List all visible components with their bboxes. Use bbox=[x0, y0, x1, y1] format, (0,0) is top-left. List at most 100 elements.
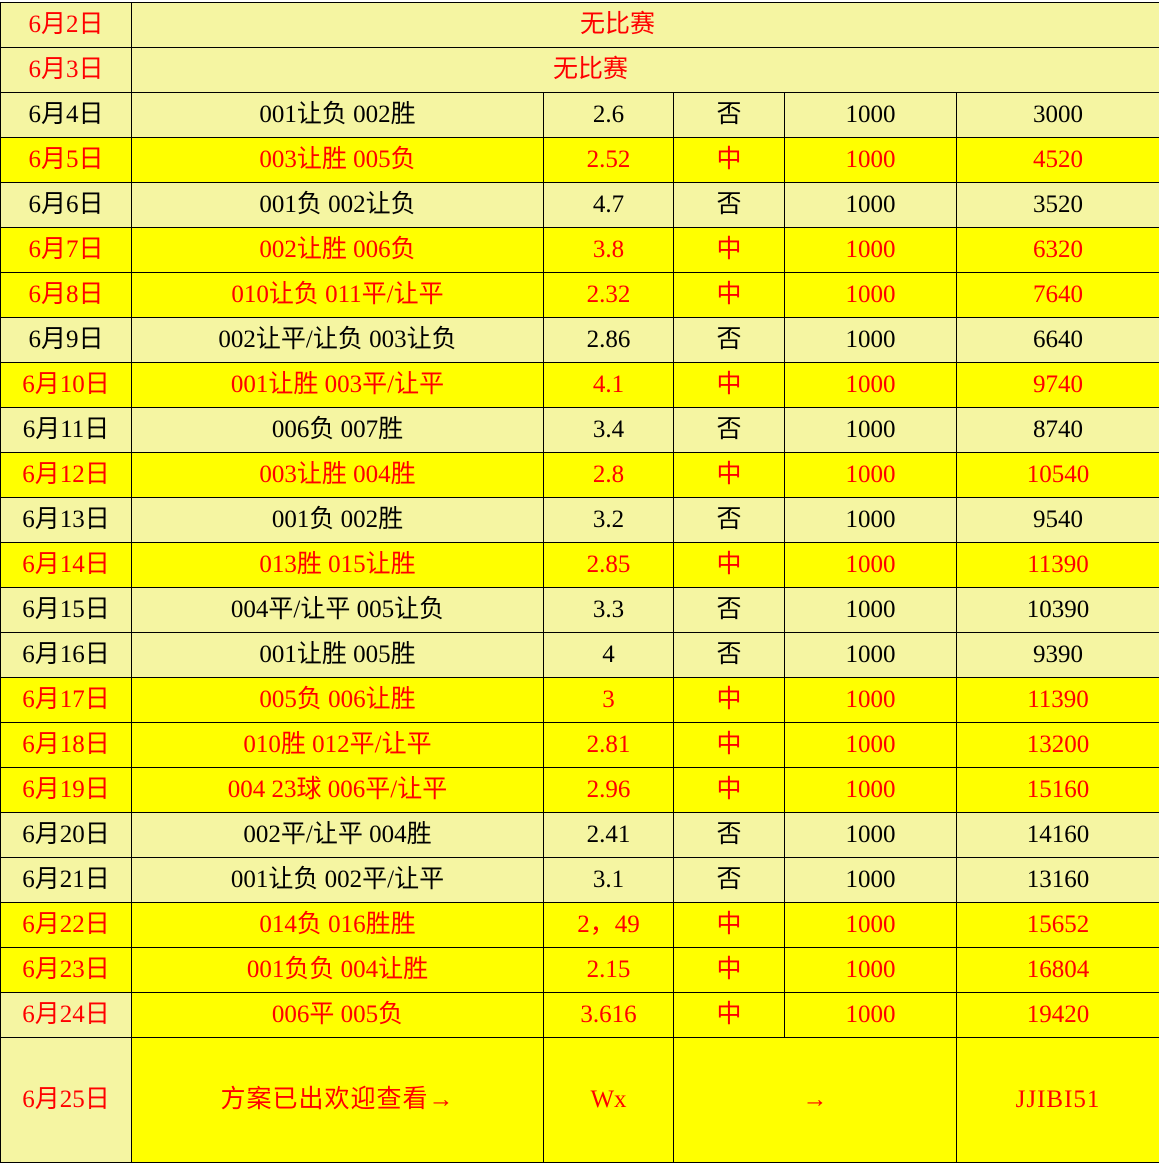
cell-hit: 中 bbox=[674, 273, 785, 318]
cell-date: 6月2日 bbox=[1, 3, 132, 48]
cell-total: 8740 bbox=[957, 408, 1159, 453]
cell-hit: 否 bbox=[674, 408, 785, 453]
cell-stake: 1000 bbox=[785, 408, 957, 453]
cell-hit: 中 bbox=[674, 768, 785, 813]
promo-wx-id[interactable]: JJIBI51 bbox=[957, 1038, 1159, 1163]
cell-total: 9390 bbox=[957, 633, 1159, 678]
cell-odds: 3.2 bbox=[544, 498, 674, 543]
cell-stake: 1000 bbox=[785, 318, 957, 363]
cell-match: 002让胜 006负 bbox=[132, 228, 544, 273]
cell-hit: 中 bbox=[674, 903, 785, 948]
cell-hit: 中 bbox=[674, 453, 785, 498]
cell-hit: 中 bbox=[674, 228, 785, 273]
cell-hit: 中 bbox=[674, 723, 785, 768]
cell-match: 001让负 002胜 bbox=[132, 93, 544, 138]
cell-date: 6月6日 bbox=[1, 183, 132, 228]
cell-match: 003让胜 004胜 bbox=[132, 453, 544, 498]
cell-hit: 中 bbox=[674, 543, 785, 588]
cell-odds: 3.1 bbox=[544, 858, 674, 903]
cell-odds: 2，49 bbox=[544, 903, 674, 948]
cell-odds: 2.52 bbox=[544, 138, 674, 183]
cell-hit: 否 bbox=[674, 588, 785, 633]
cell-odds: 2.81 bbox=[544, 723, 674, 768]
promo-slogan[interactable]: 方案已出欢迎查看→ bbox=[132, 1038, 544, 1163]
cell-date: 6月11日 bbox=[1, 408, 132, 453]
cell-total: 11390 bbox=[957, 543, 1159, 588]
cell-match: 010胜 012平/让平 bbox=[132, 723, 544, 768]
cell-odds: 2.6 bbox=[544, 93, 674, 138]
cell-date: 6月20日 bbox=[1, 813, 132, 858]
cell-hit: 中 bbox=[674, 678, 785, 723]
cell-match: 005负 006让胜 bbox=[132, 678, 544, 723]
promo-wx-label: Wx bbox=[544, 1038, 674, 1163]
cell-date: 6月8日 bbox=[1, 273, 132, 318]
cell-date: 6月7日 bbox=[1, 228, 132, 273]
cell-stake: 1000 bbox=[785, 903, 957, 948]
cell-total: 13200 bbox=[957, 723, 1159, 768]
cell-total: 3000 bbox=[957, 93, 1159, 138]
cell-no-match: 无比赛 bbox=[132, 48, 1159, 93]
cell-odds: 2.96 bbox=[544, 768, 674, 813]
cell-odds: 4.7 bbox=[544, 183, 674, 228]
cell-stake: 1000 bbox=[785, 363, 957, 408]
cell-date: 6月9日 bbox=[1, 318, 132, 363]
cell-match: 006负 007胜 bbox=[132, 408, 544, 453]
cell-hit: 否 bbox=[674, 93, 785, 138]
cell-stake: 1000 bbox=[785, 678, 957, 723]
cell-total: 13160 bbox=[957, 858, 1159, 903]
cell-date: 6月19日 bbox=[1, 768, 132, 813]
cell-odds: 2.86 bbox=[544, 318, 674, 363]
cell-total: 10390 bbox=[957, 588, 1159, 633]
cell-stake: 1000 bbox=[785, 723, 957, 768]
cell-stake: 1000 bbox=[785, 858, 957, 903]
cell-stake: 1000 bbox=[785, 273, 957, 318]
cell-match: 010让负 011平/让平 bbox=[132, 273, 544, 318]
cell-date: 6月5日 bbox=[1, 138, 132, 183]
cell-total: 9540 bbox=[957, 498, 1159, 543]
cell-odds: 3.616 bbox=[544, 993, 674, 1038]
cell-date: 6月22日 bbox=[1, 903, 132, 948]
cell-stake: 1000 bbox=[785, 453, 957, 498]
cell-total: 7640 bbox=[957, 273, 1159, 318]
cell-hit: 否 bbox=[674, 318, 785, 363]
cell-date: 6月16日 bbox=[1, 633, 132, 678]
cell-stake: 1000 bbox=[785, 228, 957, 273]
cell-date: 6月24日 bbox=[1, 993, 132, 1038]
cell-hit: 中 bbox=[674, 993, 785, 1038]
cell-total: 16804 bbox=[957, 948, 1159, 993]
cell-total: 9740 bbox=[957, 363, 1159, 408]
cell-date: 6月21日 bbox=[1, 858, 132, 903]
cell-date: 6月18日 bbox=[1, 723, 132, 768]
cell-promo-date: 6月25日 bbox=[1, 1038, 132, 1163]
cell-stake: 1000 bbox=[785, 183, 957, 228]
cell-hit: 否 bbox=[674, 633, 785, 678]
cell-stake: 1000 bbox=[785, 768, 957, 813]
cell-match: 001让胜 003平/让平 bbox=[132, 363, 544, 408]
cell-stake: 1000 bbox=[785, 93, 957, 138]
cell-match: 001负 002让负 bbox=[132, 183, 544, 228]
cell-date: 6月3日 bbox=[1, 48, 132, 93]
cell-date: 6月13日 bbox=[1, 498, 132, 543]
cell-stake: 1000 bbox=[785, 543, 957, 588]
cell-date: 6月14日 bbox=[1, 543, 132, 588]
cell-date: 6月10日 bbox=[1, 363, 132, 408]
cell-match: 003让胜 005负 bbox=[132, 138, 544, 183]
cell-odds: 2.8 bbox=[544, 453, 674, 498]
cell-hit: 否 bbox=[674, 813, 785, 858]
table-row: 6月3日无比赛 bbox=[1, 48, 1159, 93]
cell-match: 001负负 004让胜 bbox=[132, 948, 544, 993]
cell-odds: 4 bbox=[544, 633, 674, 678]
cell-match: 002平/让平 004胜 bbox=[132, 813, 544, 858]
